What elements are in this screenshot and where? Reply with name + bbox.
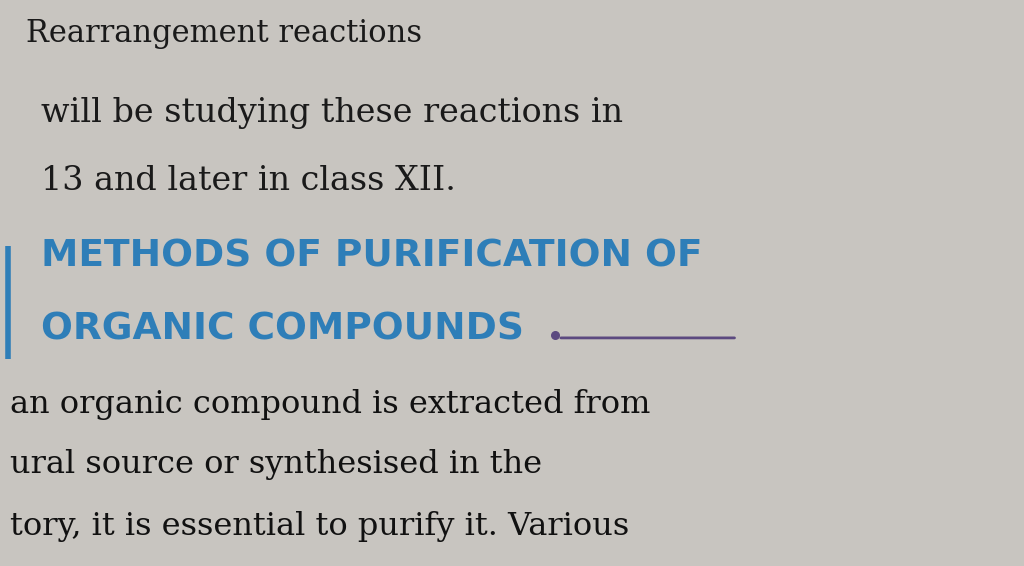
- Text: an organic compound is extracted from: an organic compound is extracted from: [10, 389, 650, 420]
- Text: Rearrangement reactions: Rearrangement reactions: [26, 19, 422, 49]
- Text: will be studying these reactions in: will be studying these reactions in: [41, 97, 623, 128]
- Text: METHODS OF PURIFICATION OF: METHODS OF PURIFICATION OF: [41, 238, 702, 274]
- Text: ORGANIC COMPOUNDS: ORGANIC COMPOUNDS: [41, 312, 524, 348]
- Point: [547, 331, 563, 340]
- Text: ural source or synthesised in the: ural source or synthesised in the: [10, 449, 543, 479]
- Text: tory, it is essential to purify it. Various: tory, it is essential to purify it. Vari…: [10, 511, 630, 542]
- Text: 13 and later in class XII.: 13 and later in class XII.: [41, 165, 456, 196]
